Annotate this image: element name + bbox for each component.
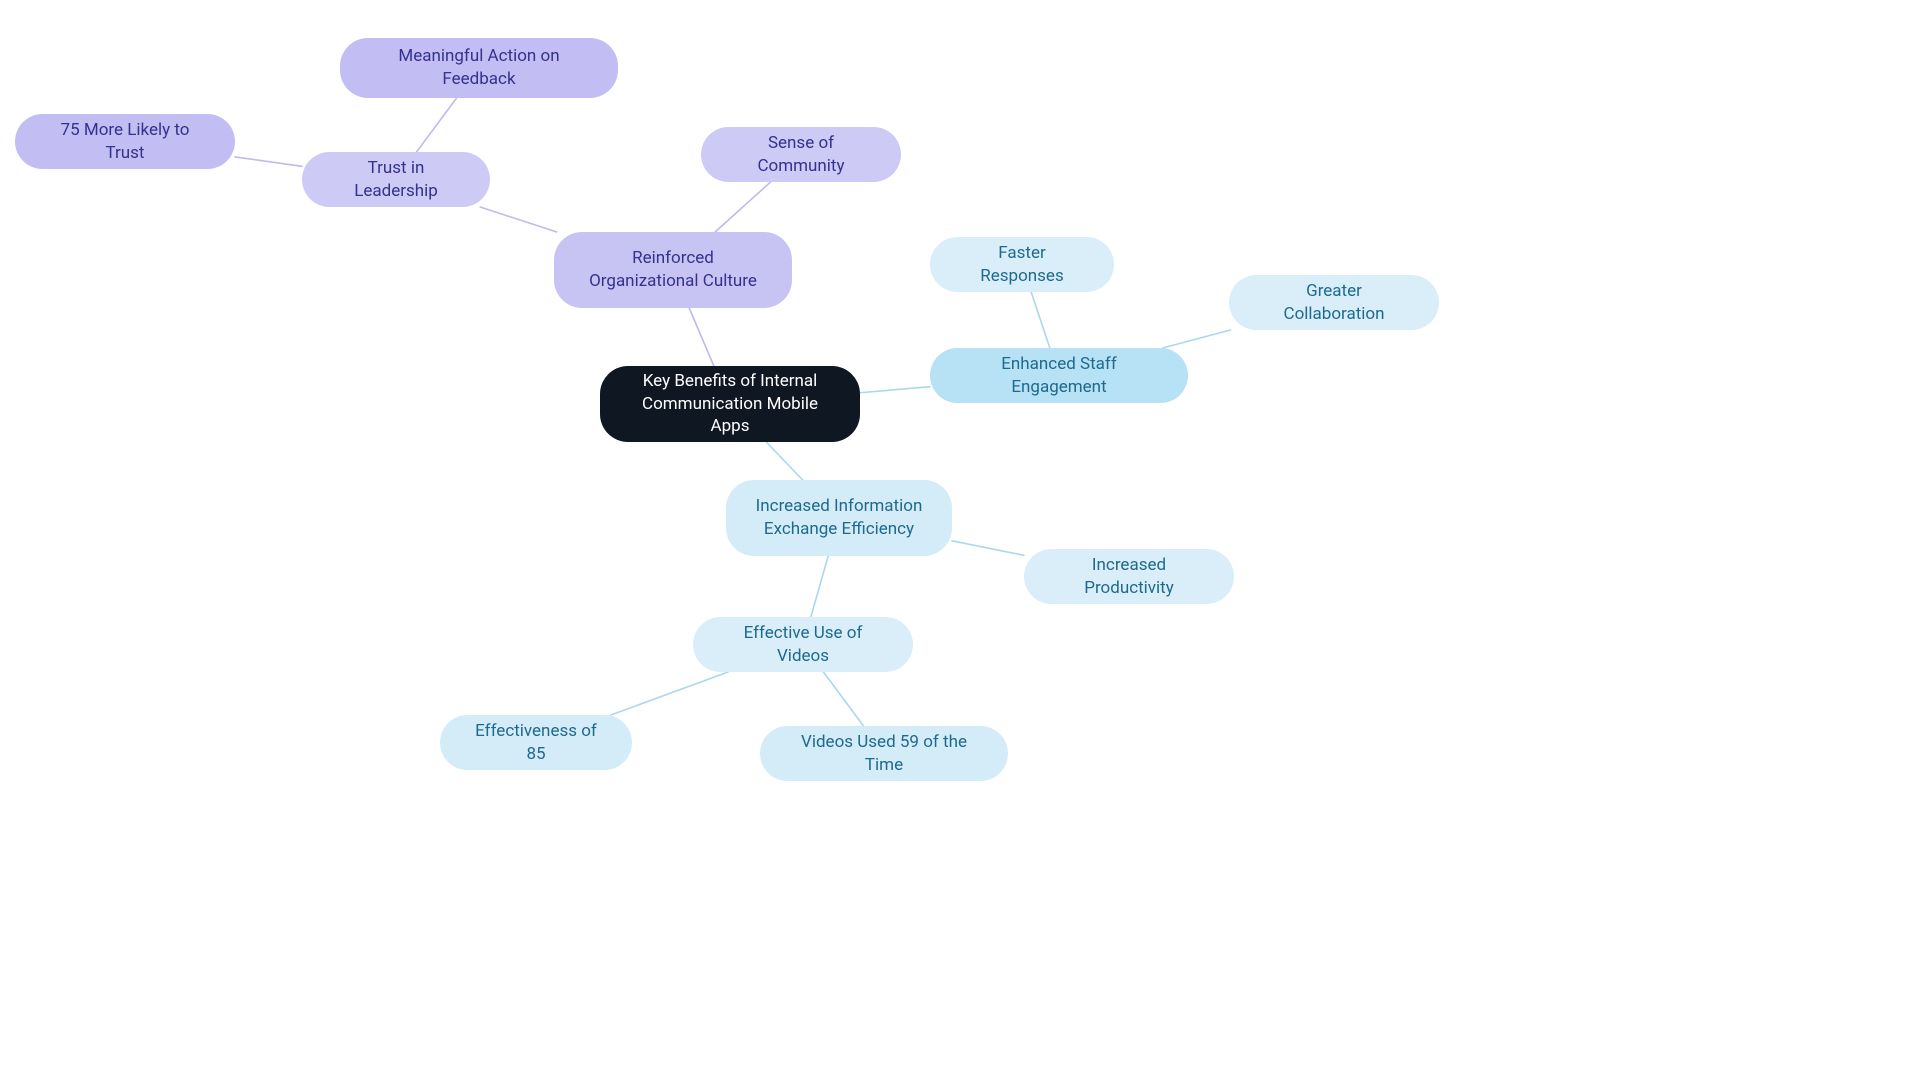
edges-layer [0,0,1920,1083]
edge [823,672,863,726]
edge [235,157,302,166]
node-label: Greater Collaboration [1255,280,1413,326]
node-community: Sense of Community [701,127,901,182]
node-trust: Trust in Leadership [302,152,490,207]
node-label: Effective Use of Videos [719,622,887,668]
node-label: Increased Information Exchange Efficienc… [752,495,926,541]
node-faster: Faster Responses [930,237,1114,292]
edge [811,556,828,617]
edge [1031,292,1050,348]
node-label: Trust in Leadership [328,157,464,203]
node-culture: Reinforced Organizational Culture [554,232,792,308]
node-likely75: 75 More Likely to Trust [15,114,235,169]
node-label: Key Benefits of Internal Communication M… [626,370,834,439]
node-root: Key Benefits of Internal Communication M… [600,366,860,442]
edge [766,442,802,480]
node-label: Videos Used 59 of the Time [786,731,982,777]
edge [611,672,728,715]
edge [860,387,930,393]
node-label: 75 More Likely to Trust [41,119,209,165]
node-label: Sense of Community [727,132,875,178]
edge [689,308,714,366]
node-label: Meaningful Action on Feedback [366,45,592,91]
edge [1163,330,1231,348]
node-label: Effectiveness of 85 [466,720,606,766]
node-label: Increased Productivity [1050,554,1208,600]
node-collab: Greater Collaboration [1229,275,1439,330]
node-feedback: Meaningful Action on Feedback [340,38,618,98]
edge [480,207,557,232]
node-label: Faster Responses [956,242,1088,288]
edge [416,98,456,152]
node-eff85: Effectiveness of 85 [440,715,632,770]
node-label: Reinforced Organizational Culture [580,247,766,293]
node-videos59: Videos Used 59 of the Time [760,726,1008,781]
node-engage: Enhanced Staff Engagement [930,348,1188,403]
edge [715,182,770,232]
mindmap-canvas: Key Benefits of Internal Communication M… [0,0,1920,1083]
node-info: Increased Information Exchange Efficienc… [726,480,952,556]
node-label: Enhanced Staff Engagement [956,353,1162,399]
edge [952,541,1024,556]
node-videos: Effective Use of Videos [693,617,913,672]
node-productivity: Increased Productivity [1024,549,1234,604]
